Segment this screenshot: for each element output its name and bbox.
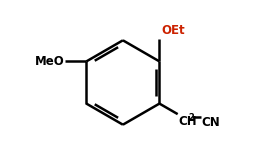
Text: 2: 2 — [188, 113, 194, 122]
Text: MeO: MeO — [35, 55, 64, 68]
Text: CN: CN — [202, 116, 221, 129]
Text: OEt: OEt — [161, 24, 185, 37]
Text: CH: CH — [178, 115, 197, 128]
